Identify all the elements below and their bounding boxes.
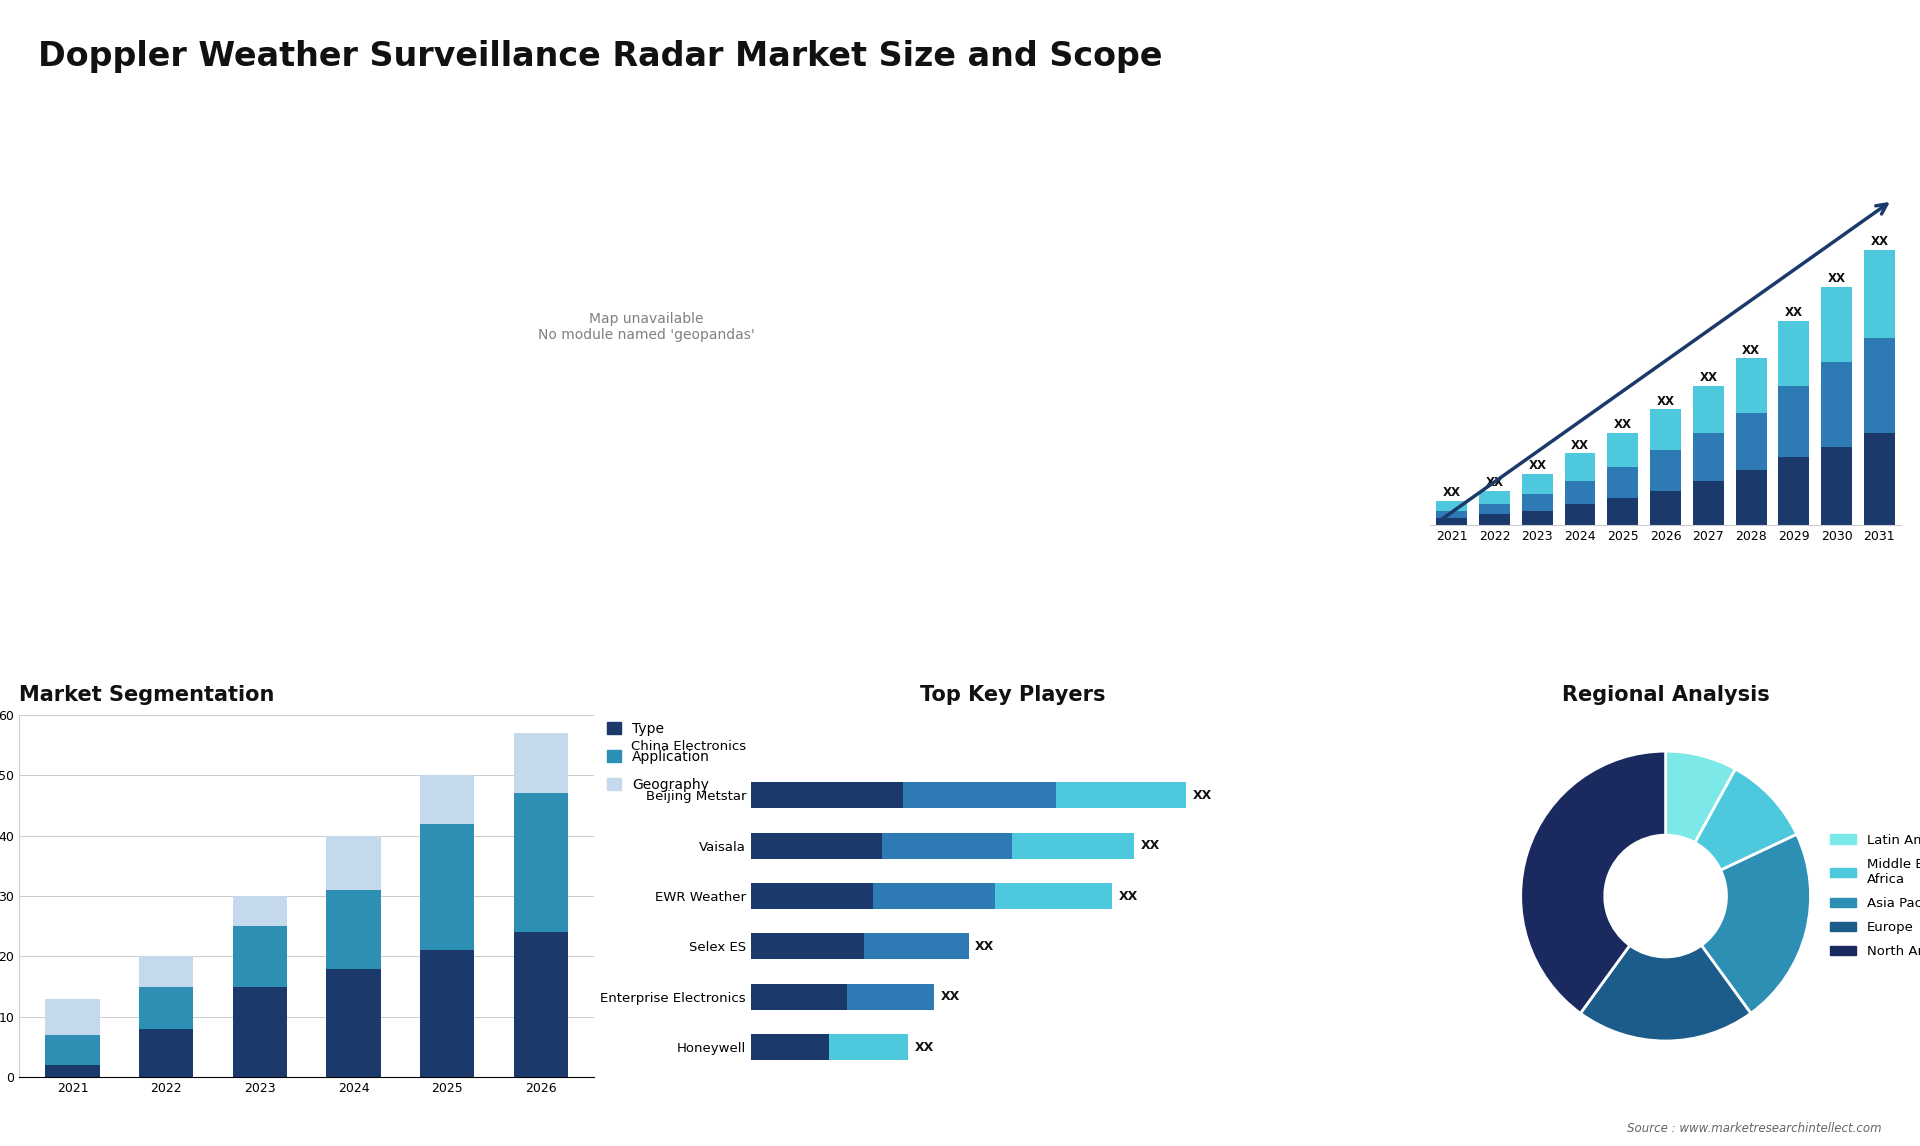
Wedge shape (1701, 834, 1811, 1013)
Bar (1778, 321, 1809, 385)
Text: XX: XX (1571, 439, 1590, 452)
Bar (1436, 501, 1467, 511)
Bar (1056, 783, 1187, 808)
Bar (420, 776, 474, 824)
Text: XX: XX (914, 1041, 933, 1053)
Bar (326, 968, 380, 1077)
Bar (1778, 385, 1809, 457)
Bar (1565, 480, 1596, 504)
Bar (881, 833, 1012, 858)
Text: XX: XX (975, 940, 995, 952)
Bar (1607, 433, 1638, 466)
Bar (420, 950, 474, 1077)
Bar (232, 926, 286, 987)
Bar (1565, 504, 1596, 525)
Text: XX: XX (1486, 476, 1503, 489)
Text: XX: XX (1140, 839, 1160, 853)
Bar (1478, 490, 1509, 504)
Bar (1864, 338, 1895, 433)
Bar (1693, 480, 1724, 525)
Bar (138, 957, 194, 987)
Text: XX: XX (1786, 306, 1803, 320)
Bar (1565, 454, 1596, 480)
Bar (751, 833, 881, 858)
Bar (515, 933, 568, 1077)
Text: XX: XX (941, 990, 960, 1003)
Bar (1864, 250, 1895, 338)
Text: MARKET
RESEARCH
INTELLECT: MARKET RESEARCH INTELLECT (1715, 34, 1780, 71)
Title: Top Key Players: Top Key Players (920, 685, 1106, 705)
Bar (1778, 457, 1809, 525)
Bar (1736, 470, 1766, 525)
Text: XX: XX (1192, 788, 1212, 802)
Bar (1736, 359, 1766, 413)
Bar (1523, 473, 1553, 494)
Bar (138, 987, 194, 1029)
Wedge shape (1521, 751, 1667, 1013)
Bar (751, 933, 864, 959)
Bar (874, 882, 995, 909)
Wedge shape (1695, 769, 1797, 870)
Polygon shape (1630, 26, 1753, 99)
Bar (420, 824, 474, 950)
Bar (829, 1034, 908, 1060)
Text: Market Segmentation: Market Segmentation (19, 685, 275, 705)
Bar (1864, 433, 1895, 525)
Wedge shape (1665, 751, 1736, 842)
Bar (1607, 466, 1638, 497)
Bar (1693, 433, 1724, 480)
Bar (46, 1035, 100, 1065)
Bar (1649, 490, 1682, 525)
Bar (1436, 511, 1467, 518)
Text: XX: XX (1119, 889, 1139, 903)
Bar (751, 882, 874, 909)
Text: XX: XX (1442, 486, 1461, 500)
Bar (1649, 450, 1682, 490)
Bar (904, 783, 1056, 808)
Bar (1523, 494, 1553, 511)
Bar (1478, 504, 1509, 515)
Legend: Latin America, Middle East &
Africa, Asia Pacific, Europe, North America: Latin America, Middle East & Africa, Asi… (1824, 829, 1920, 964)
Text: XX: XX (1615, 418, 1632, 431)
Bar (1478, 515, 1509, 525)
Bar (864, 933, 970, 959)
Bar (46, 998, 100, 1035)
Bar (751, 1034, 829, 1060)
Bar (46, 1065, 100, 1077)
Title: Regional Analysis: Regional Analysis (1561, 685, 1770, 705)
Bar (1649, 409, 1682, 450)
Bar (326, 890, 380, 968)
Text: XX: XX (1528, 460, 1546, 472)
Bar (1822, 288, 1853, 362)
Bar (1012, 833, 1135, 858)
Text: XX: XX (1741, 344, 1761, 356)
Text: XX: XX (1828, 273, 1845, 285)
Bar (1822, 447, 1853, 525)
Bar (751, 983, 847, 1010)
Bar (232, 987, 286, 1077)
Bar (515, 793, 568, 933)
Bar (138, 1029, 194, 1077)
Bar (515, 733, 568, 793)
Bar (995, 882, 1112, 909)
Bar (1436, 518, 1467, 525)
Bar (1523, 511, 1553, 525)
Bar (232, 896, 286, 926)
Bar (1822, 362, 1853, 447)
Text: Map unavailable
No module named 'geopandas': Map unavailable No module named 'geopand… (538, 312, 755, 342)
Text: XX: XX (1699, 371, 1716, 384)
Bar (847, 983, 933, 1010)
Bar (326, 835, 380, 890)
Bar (1736, 413, 1766, 470)
Bar (1693, 385, 1724, 433)
Text: Source : www.marketresearchintellect.com: Source : www.marketresearchintellect.com (1626, 1122, 1882, 1135)
Text: XX: XX (1870, 235, 1889, 248)
Text: XX: XX (1657, 394, 1674, 408)
Legend: Type, Application, Geography: Type, Application, Geography (607, 722, 710, 792)
Text: Doppler Weather Surveillance Radar Market Size and Scope: Doppler Weather Surveillance Radar Marke… (38, 40, 1164, 73)
Wedge shape (1580, 945, 1751, 1041)
Bar (1607, 497, 1638, 525)
Bar (751, 783, 904, 808)
